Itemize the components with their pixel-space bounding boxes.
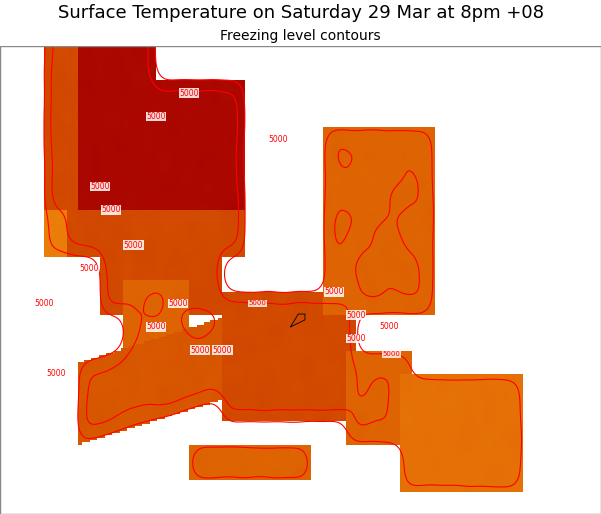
Text: 5000: 5000	[102, 206, 121, 214]
Text: 5000: 5000	[249, 301, 266, 306]
Text: 5000: 5000	[213, 346, 233, 355]
Text: Freezing level contours: Freezing level contours	[220, 29, 381, 43]
Text: 5000: 5000	[346, 334, 366, 343]
Text: 5000: 5000	[46, 369, 66, 378]
Text: 5000: 5000	[35, 299, 54, 308]
Text: 5000: 5000	[168, 299, 188, 308]
Text: 5000: 5000	[346, 310, 366, 320]
Text: 5000: 5000	[191, 346, 210, 355]
Text: Surface Temperature on Saturday 29 Mar at 8pm +08: Surface Temperature on Saturday 29 Mar a…	[58, 4, 543, 22]
Text: 5000: 5000	[146, 322, 165, 332]
Text: 5000: 5000	[324, 287, 344, 297]
Text: 5000: 5000	[90, 182, 110, 191]
Text: 5000: 5000	[124, 241, 143, 250]
Text: 5000: 5000	[380, 322, 399, 332]
Text: 5000: 5000	[180, 88, 199, 98]
Text: 5000: 5000	[79, 264, 99, 273]
Text: 5000: 5000	[146, 112, 165, 121]
Text: 5000: 5000	[269, 135, 288, 144]
Text: 5000: 5000	[383, 351, 401, 357]
